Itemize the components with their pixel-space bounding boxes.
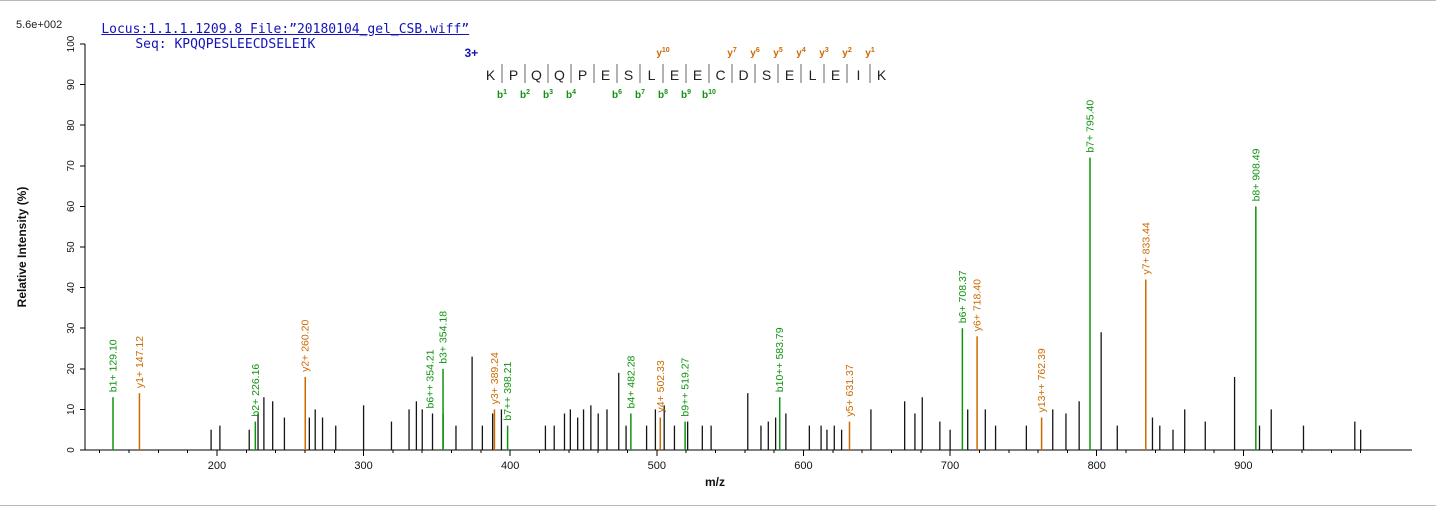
residue: K (877, 67, 887, 83)
y-tick-label: 20 (66, 363, 77, 375)
residue: S (624, 67, 633, 83)
peak-label: b3+ 354.18 (438, 311, 450, 364)
y-tick-label: 30 (66, 322, 77, 334)
x-axis-title: m/z (705, 475, 725, 489)
x-tick-label: 700 (941, 460, 959, 472)
peak-label: y2+ 260.20 (300, 320, 312, 372)
locus-file-link[interactable]: Locus:1.1.1.1209.8 File:”20180104_gel_CS… (101, 22, 470, 37)
b-ion-marker: b10 (702, 89, 716, 101)
peak-label: b7++ 398.21 (502, 362, 514, 421)
y-tick-label: 40 (66, 282, 77, 294)
peak-label: b8+ 908.49 (1250, 148, 1262, 201)
x-tick-label: 300 (354, 460, 372, 472)
y-ion-marker: y2 (842, 47, 852, 59)
y-tick-label: 70 (66, 160, 77, 172)
peak-label: b6++ 354.21 (425, 349, 437, 408)
y-tick-label: 80 (66, 119, 77, 131)
residue: P (578, 67, 587, 83)
peak-label: b6+ 708.37 (957, 270, 969, 323)
peak-label: y4+ 502.33 (655, 360, 667, 412)
residue: E (831, 67, 840, 83)
b-ion-marker: b7 (635, 89, 645, 101)
y-ion-marker: y3 (819, 47, 829, 59)
x-tick-label: 800 (1088, 460, 1106, 472)
b-ion-marker: b8 (658, 89, 668, 101)
b-ion-marker: b6 (612, 89, 622, 101)
header-bar: Locus:1.1.1.1209.8 File:”20180104_gel_CS… (70, 7, 469, 67)
y-axis-title: Relative Intensity (%) (15, 187, 29, 308)
peak-label: y7+ 833.44 (1140, 222, 1152, 274)
residue: C (715, 67, 725, 83)
y-ion-marker: y1 (865, 47, 875, 59)
residue: Q (554, 67, 565, 83)
y-ion-marker: y5 (773, 47, 783, 59)
peak-label: y1+ 147.12 (134, 336, 146, 388)
peak-label: b4+ 482.28 (625, 355, 637, 408)
y-tick-label: 60 (66, 200, 77, 212)
y-tick-label: 100 (66, 35, 77, 52)
residue: E (601, 67, 610, 83)
b-ion-marker: b2 (520, 89, 530, 101)
peak-label: b10++ 583.79 (774, 327, 786, 392)
y-tick-label: 90 (66, 79, 77, 91)
peak-label: y3+ 389.24 (489, 352, 501, 404)
x-tick-label: 200 (208, 460, 226, 472)
peak-label: y5+ 631.37 (844, 364, 856, 416)
y-ion-marker: y10 (656, 47, 669, 59)
b-ion-marker: b3 (543, 89, 553, 101)
y-ion-marker: y7 (727, 47, 737, 59)
peak-label: b9++ 519.27 (680, 357, 692, 416)
residue: L (648, 67, 656, 83)
y-ion-marker: y6 (750, 47, 760, 59)
residue: E (785, 67, 794, 83)
x-tick-label: 600 (794, 460, 812, 472)
residue: Q (531, 67, 542, 83)
residue: D (738, 67, 748, 83)
x-tick-label: 900 (1234, 460, 1252, 472)
peak-label: b2+ 226.16 (250, 364, 262, 417)
residue: E (670, 67, 679, 83)
residue: P (509, 67, 518, 83)
peak-label: y6+ 718.40 (972, 279, 984, 331)
peak-label: y13++ 762.39 (1036, 348, 1048, 412)
x-tick-label: 500 (648, 460, 666, 472)
b-ion-marker: b9 (681, 89, 691, 101)
max-intensity-label: 5.6e+002 (16, 19, 63, 31)
residue: L (809, 67, 817, 83)
y-tick-label: 50 (66, 241, 77, 253)
peak-label: b7+ 795.40 (1085, 100, 1097, 153)
residue: E (693, 67, 702, 83)
precursor-charge: 3+ (465, 46, 479, 60)
x-tick-label: 400 (501, 460, 519, 472)
y-tick-label: 0 (66, 447, 77, 453)
y-tick-label: 10 (66, 403, 77, 415)
y-ion-marker: y4 (796, 47, 806, 59)
residue: K (486, 67, 496, 83)
residue: I (857, 67, 861, 83)
b-ion-marker: b4 (566, 89, 576, 101)
b-ion-marker: b1 (497, 89, 507, 101)
peak-label: b1+ 129.10 (108, 339, 120, 392)
sequence-label: Seq: KPQQPESLEECDSELEIK (135, 37, 316, 52)
residue: S (762, 67, 771, 83)
